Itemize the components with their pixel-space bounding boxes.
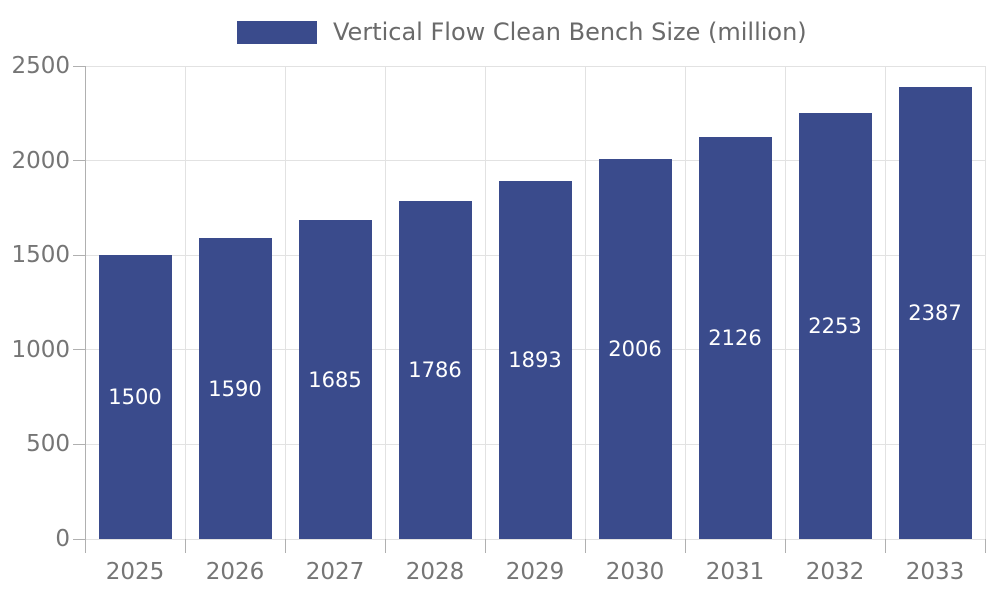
bar-value-label: 1685 (308, 367, 362, 392)
y-tick-label: 2500 (11, 53, 70, 79)
plot-area: 1500 1590 1685 1786 1893 2006 2126 2253 2387 (85, 65, 986, 540)
gridline-vertical (784, 66, 786, 539)
y-axis-tick (73, 160, 85, 162)
y-axis-line (84, 66, 86, 553)
x-axis-tick (884, 539, 886, 553)
bar-2028: 1786 (398, 201, 472, 539)
legend-label: Vertical Flow Clean Bench Size (million) (333, 18, 807, 46)
x-tick-label: 2032 (805, 559, 865, 585)
bar-2027: 1685 (298, 220, 372, 539)
x-tick-label: 2030 (605, 559, 665, 585)
bar-2025: 1500 (98, 255, 172, 539)
gridline-vertical (884, 66, 886, 539)
legend: Vertical Flow Clean Bench Size (million) (237, 17, 807, 47)
gridline-horizontal (85, 160, 985, 162)
x-tick-label: 2031 (705, 559, 765, 585)
gridline-vertical (284, 66, 286, 539)
gridline-vertical (484, 66, 486, 539)
x-axis-tick (184, 539, 186, 553)
x-axis-tick (484, 539, 486, 553)
y-axis-tick (73, 349, 85, 351)
gridline-vertical (184, 66, 186, 539)
bar-value-label: 1786 (408, 358, 462, 383)
x-tick-label: 2028 (405, 559, 465, 585)
x-tick-label: 2025 (105, 559, 165, 585)
gridline-vertical (684, 66, 686, 539)
bar-2031: 2126 (698, 136, 772, 539)
bar-2030: 2006 (598, 159, 672, 539)
y-axis-tick (73, 538, 85, 540)
x-tick-label: 2029 (505, 559, 565, 585)
x-axis-tick (984, 539, 986, 553)
bar-value-label: 2126 (708, 325, 762, 350)
bar-2029: 1893 (498, 180, 572, 539)
x-axis-tick (584, 539, 586, 553)
bar-value-label: 2006 (608, 337, 662, 362)
y-axis-tick (73, 254, 85, 256)
x-tick-label: 2027 (305, 559, 365, 585)
bar-value-label: 2253 (808, 313, 862, 338)
bar-2032: 2253 (798, 112, 872, 539)
x-tick-label: 2033 (905, 559, 965, 585)
x-axis-tick (284, 539, 286, 553)
x-axis-tick (784, 539, 786, 553)
bar-value-label: 2387 (908, 301, 962, 326)
y-axis-tick (73, 65, 85, 67)
x-axis-tick (384, 539, 386, 553)
gridline-vertical (384, 66, 386, 539)
legend-swatch (237, 20, 317, 44)
y-tick-label: 2000 (11, 147, 70, 174)
bar-2033: 2387 (898, 87, 972, 539)
gridline-horizontal (85, 538, 985, 540)
y-tick-label: 500 (26, 431, 70, 458)
y-tick-label: 0 (55, 526, 70, 552)
bar-value-label: 1893 (508, 347, 562, 372)
y-axis-tick (73, 443, 85, 445)
bar-value-label: 1590 (208, 376, 262, 401)
gridline-horizontal (85, 65, 985, 67)
bar-2026: 1590 (198, 238, 272, 539)
gridline-vertical (584, 66, 586, 539)
gridline-vertical (984, 66, 986, 539)
y-tick-label: 1500 (11, 242, 70, 269)
x-axis-tick (684, 539, 686, 553)
x-tick-label: 2026 (205, 559, 265, 585)
y-tick-label: 1000 (11, 336, 70, 363)
bar-value-label: 1500 (108, 385, 162, 410)
